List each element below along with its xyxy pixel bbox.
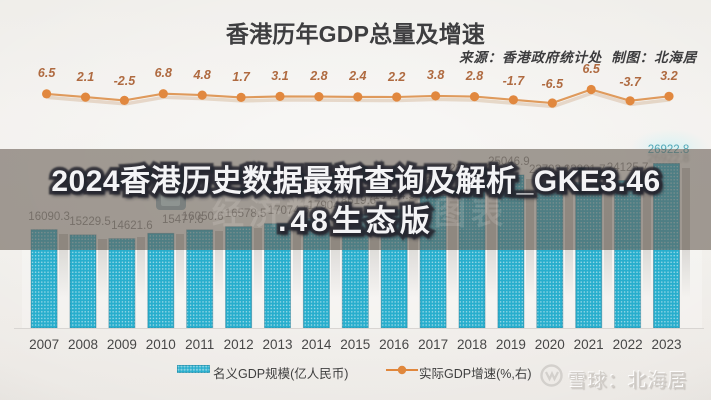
svg-text:2024香港历史数据最新查询及解析_GKE3.46: 2024香港历史数据最新查询及解析_GKE3.46 bbox=[51, 165, 660, 198]
svg-text:.48生态版: .48生态版 bbox=[278, 205, 434, 238]
svg-text:.48生态版: .48生态版 bbox=[278, 205, 434, 238]
svg-text:2024香港历史数据最新查询及解析_GKE3.46: 2024香港历史数据最新查询及解析_GKE3.46 bbox=[51, 165, 660, 198]
svg-text:2024香港历史数据最新查询及解析_GKE3.46: 2024香港历史数据最新查询及解析_GKE3.46 bbox=[51, 165, 660, 198]
svg-text:.48生态版: .48生态版 bbox=[278, 205, 434, 238]
